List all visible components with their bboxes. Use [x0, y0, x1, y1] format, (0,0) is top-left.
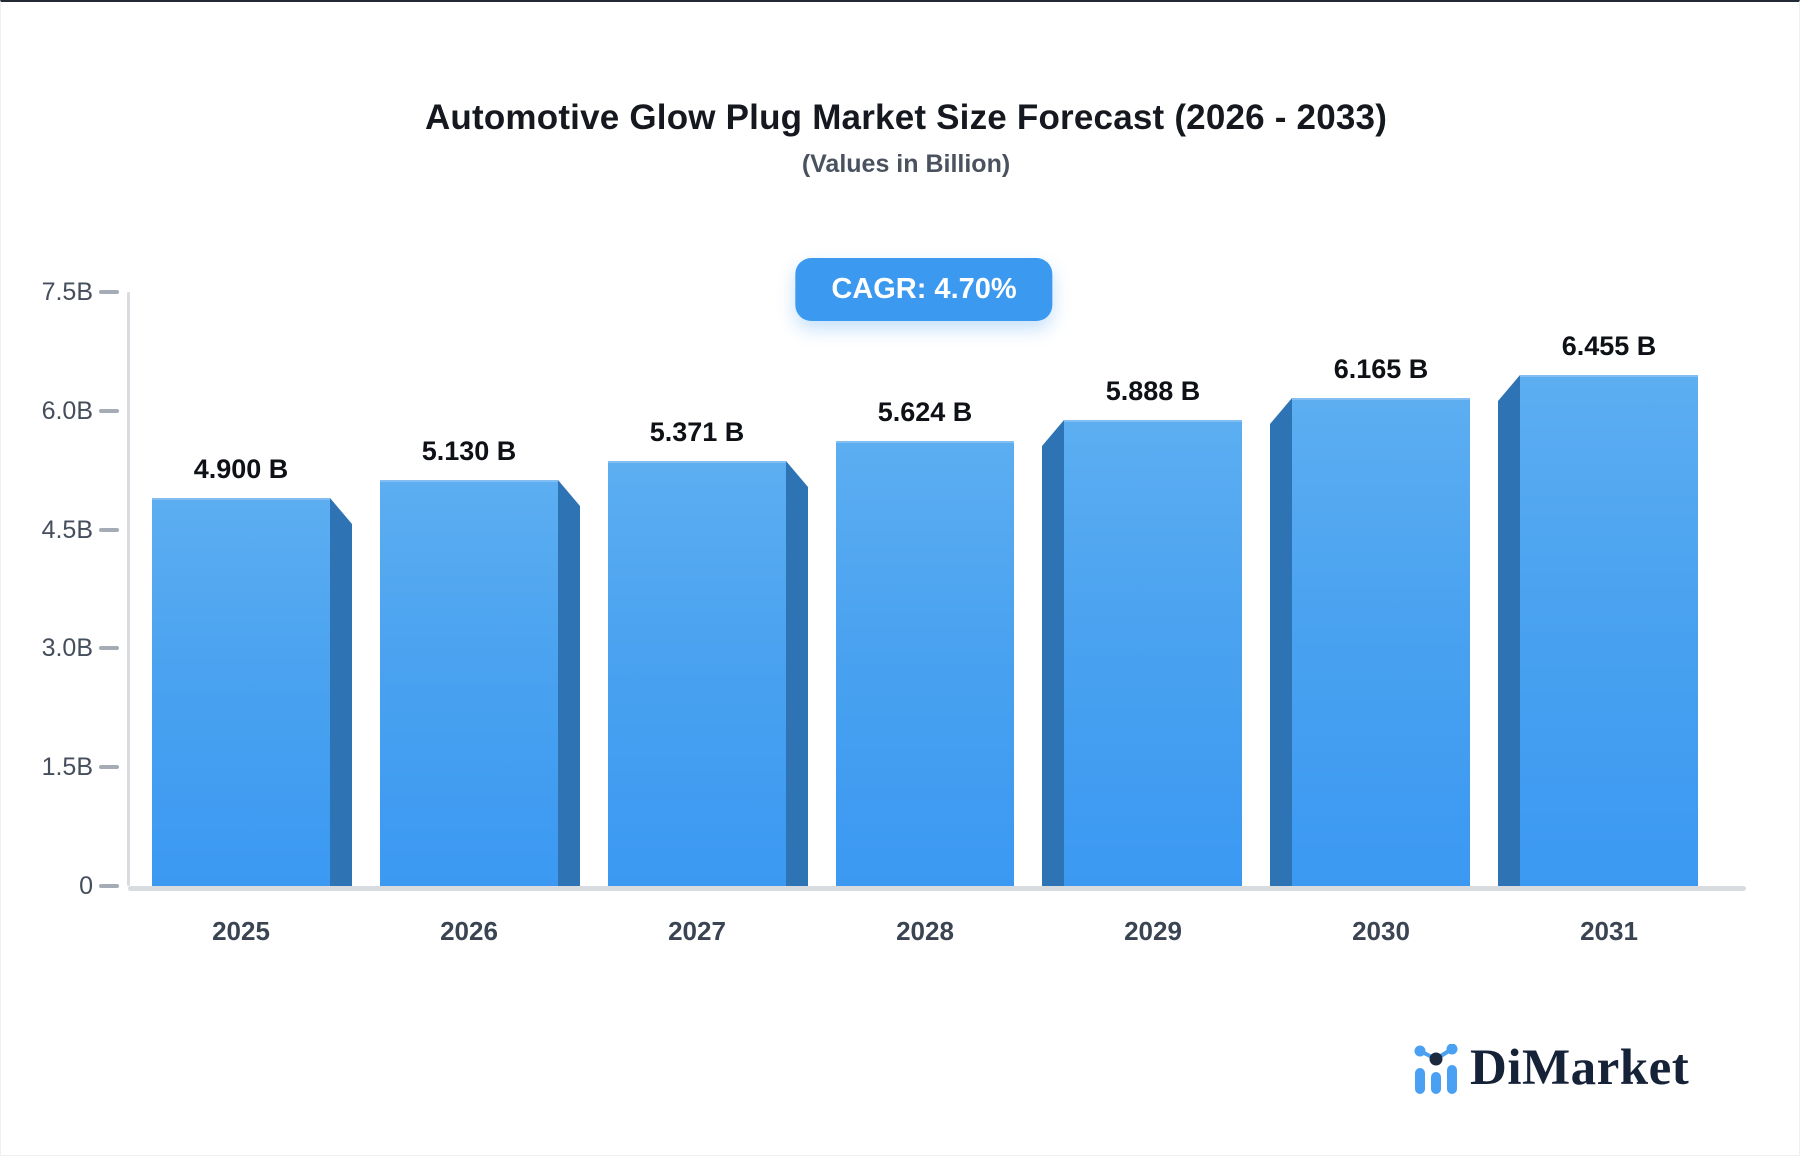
y-axis-tick-label: 3.0B — [41, 634, 93, 663]
bar-value-label: 5.130 B — [421, 436, 517, 466]
bar-side-face — [330, 498, 352, 886]
bar-value-label: 4.900 B — [193, 454, 289, 484]
cagr-badge: CAGR: 4.70% — [795, 258, 1053, 321]
bar-chart-line-icon — [1414, 1044, 1458, 1094]
bar-face — [1292, 398, 1470, 886]
brand-logo: DiMarket — [1414, 1040, 1690, 1096]
bar-face — [152, 498, 330, 886]
bar-face — [380, 480, 558, 886]
x-axis-label: 2026 — [440, 916, 498, 946]
y-axis-tick-mark — [99, 646, 119, 651]
x-axis-label: 2029 — [1124, 916, 1182, 946]
y-axis-tick-label: 6.0B — [41, 396, 93, 425]
brand-logo-text: DiMarket — [1470, 1040, 1690, 1096]
chart-title: Automotive Glow Plug Market Size Forecas… — [424, 98, 1388, 137]
bar-face — [1064, 420, 1242, 886]
y-axis-tick-mark — [99, 765, 119, 770]
x-axis-label: 2027 — [668, 916, 726, 946]
x-axis-label: 2028 — [896, 916, 954, 946]
x-axis-baseline — [128, 886, 1746, 891]
bar-side-face — [558, 480, 580, 886]
bar-side-face — [786, 461, 808, 886]
y-axis-tick-label: 0 — [79, 872, 93, 900]
y-axis-line — [127, 292, 130, 886]
bar-value-label: 5.888 B — [1105, 376, 1201, 406]
x-axis-label: 2031 — [1580, 916, 1638, 946]
y-axis-tick-label: 4.5B — [41, 515, 93, 544]
bar-face — [836, 441, 1014, 886]
bar-value-label: 6.165 B — [1333, 354, 1429, 384]
x-axis-label: 2025 — [212, 916, 270, 946]
y-axis-tick-label: 1.5B — [41, 753, 93, 782]
y-axis-tick-mark — [99, 527, 119, 532]
bar-value-label: 5.371 B — [649, 417, 745, 447]
bar-side-face — [1270, 398, 1292, 886]
chart-subtitle: (Values in Billion) — [801, 150, 1011, 178]
bar-side-face — [1042, 420, 1064, 886]
y-axis-tick-mark — [99, 884, 119, 888]
bar-value-label: 6.455 B — [1561, 331, 1657, 361]
bar-side-face — [1498, 375, 1520, 886]
y-axis-tick-mark — [99, 408, 119, 413]
bar-face — [608, 461, 786, 886]
y-axis-tick-mark — [99, 290, 119, 294]
bar-face — [1520, 375, 1698, 886]
x-axis-label: 2030 — [1352, 916, 1410, 946]
y-axis-tick-label: 7.5B — [41, 278, 93, 306]
bar-value-label: 5.624 B — [877, 397, 973, 427]
